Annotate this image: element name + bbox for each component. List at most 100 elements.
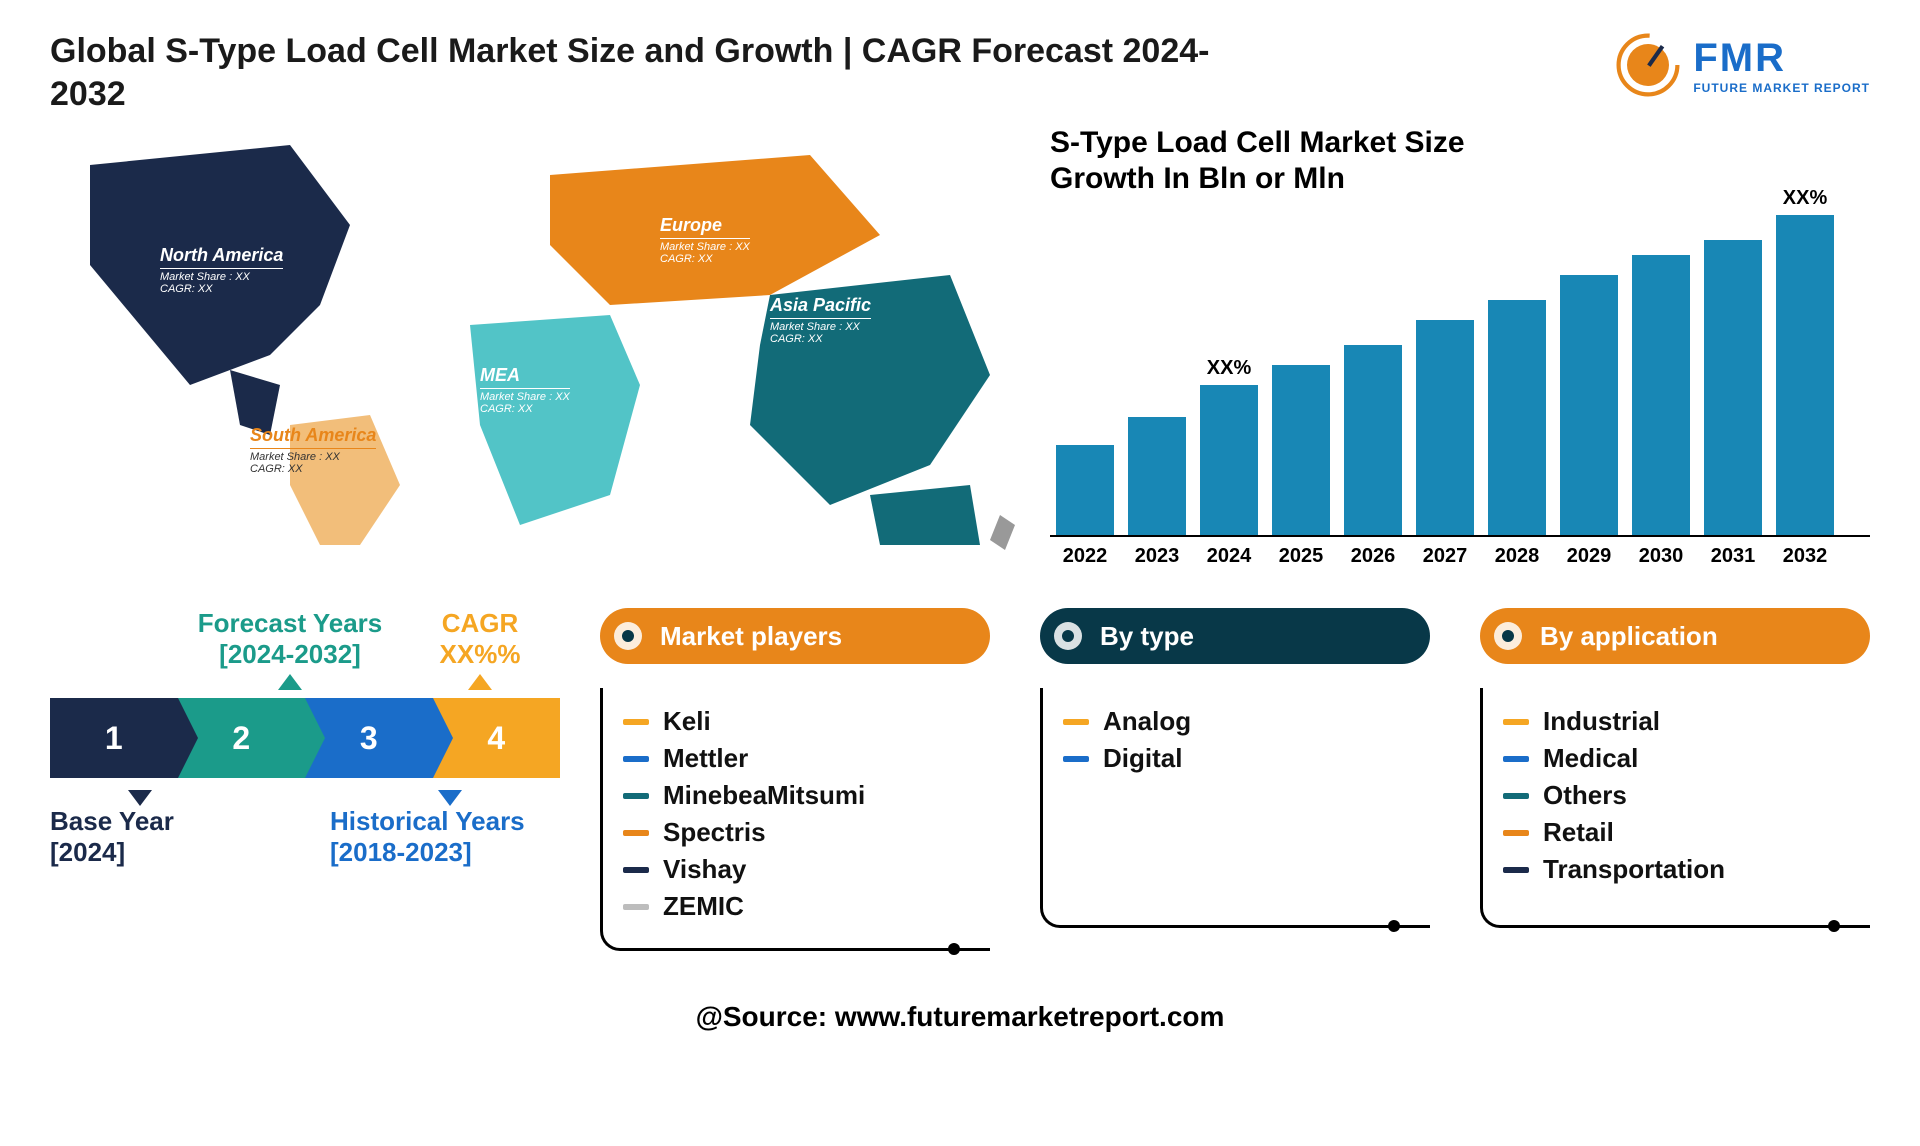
bar-2032: XX% <box>1776 215 1834 535</box>
x-label: 2023 <box>1128 545 1186 568</box>
bar-rect <box>1272 365 1330 535</box>
bar-rect <box>1344 345 1402 535</box>
region-name: MEA <box>480 365 570 386</box>
logo-icon <box>1613 30 1683 100</box>
region-share: Market Share : XX <box>160 271 283 283</box>
list-item-label: Spectris <box>663 817 766 848</box>
x-label: 2029 <box>1560 545 1618 568</box>
bar-2031 <box>1704 240 1762 535</box>
timeline-steps: 1234 <box>50 698 560 778</box>
hist-label-text: Historical Years <box>330 806 525 836</box>
bar-rect <box>1776 215 1834 535</box>
list-frame: Analog Digital <box>1040 688 1430 928</box>
region-name: South America <box>250 425 376 446</box>
x-label: 2024 <box>1200 545 1258 568</box>
historical-label: Historical Years [2018-2023] <box>330 786 570 868</box>
list-item: ZEMIC <box>623 891 990 922</box>
map-svg <box>50 125 1020 555</box>
bar-2029 <box>1560 275 1618 535</box>
list-item: Analog <box>1063 706 1430 737</box>
region-asia-pacific: Asia Pacific Market Share : XX CAGR: XX <box>770 295 871 345</box>
triangle-down-icon <box>438 790 462 806</box>
list-item-label: Industrial <box>1543 706 1660 737</box>
region-europe: Europe Market Share : XX CAGR: XX <box>660 215 750 265</box>
source-attribution: @Source: www.futuremarketreport.com <box>50 1001 1870 1033</box>
timeline-step-1: 1 <box>50 698 178 778</box>
list-item-label: Retail <box>1543 817 1614 848</box>
bar-2026 <box>1344 345 1402 535</box>
timeline: Forecast Years [2024-2032] CAGR XX%% 123… <box>50 608 560 896</box>
world-map: North America Market Share : XX CAGR: XX… <box>50 125 1020 555</box>
forecast-range: [2024-2032] <box>219 639 361 669</box>
x-label: 2030 <box>1632 545 1690 568</box>
region-name: Europe <box>660 215 750 236</box>
list-item-label: Mettler <box>663 743 748 774</box>
cagr-label-text: CAGR <box>442 608 519 638</box>
list-item: Vishay <box>623 854 990 885</box>
region-share: Market Share : XX <box>480 391 570 403</box>
panel-header: By application <box>1480 608 1870 664</box>
bar-2022 <box>1056 445 1114 535</box>
list-item: Mettler <box>623 743 990 774</box>
region-cagr: CAGR: XX <box>480 403 570 415</box>
bullet-icon <box>623 830 649 836</box>
list-item-label: Transportation <box>1543 854 1725 885</box>
x-axis: 2022202320242025202620272028202920302031… <box>1050 537 1870 568</box>
list-item-label: Vishay <box>663 854 746 885</box>
list-item-label: Digital <box>1103 743 1182 774</box>
bullet-icon <box>623 904 649 910</box>
bar-rect <box>1128 417 1186 535</box>
list-item: Spectris <box>623 817 990 848</box>
bar-rect <box>1200 385 1258 535</box>
region-north-america: North America Market Share : XX CAGR: XX <box>160 245 283 295</box>
forecast-label-text: Forecast Years <box>198 608 383 638</box>
bars-container: XX% XX% <box>1050 207 1870 537</box>
bullet-icon <box>1063 756 1089 762</box>
logo-text: FMR <box>1693 36 1870 81</box>
panel-by-type: By type Analog Digital <box>1040 608 1430 951</box>
bullet-icon <box>1503 719 1529 725</box>
page-title: Global S-Type Load Cell Market Size and … <box>50 30 1250 115</box>
list-item: MinebeaMitsumi <box>623 780 990 811</box>
region-cagr: CAGR: XX <box>250 463 376 475</box>
region-name: Asia Pacific <box>770 295 871 316</box>
bar-rect <box>1056 445 1114 535</box>
bar-rect <box>1416 320 1474 535</box>
region-cagr: CAGR: XX <box>770 333 871 345</box>
bullet-icon <box>1503 756 1529 762</box>
x-label: 2026 <box>1344 545 1402 568</box>
x-label: 2027 <box>1416 545 1474 568</box>
bar-rect <box>1632 255 1690 535</box>
bullet-icon <box>623 756 649 762</box>
bar-chart: S-Type Load Cell Market Size Growth In B… <box>1050 125 1870 568</box>
list-item-label: Medical <box>1543 743 1638 774</box>
region-south-america: South America Market Share : XX CAGR: XX <box>250 425 376 475</box>
list-item-label: Keli <box>663 706 711 737</box>
region-share: Market Share : XX <box>660 241 750 253</box>
bar-2027 <box>1416 320 1474 535</box>
bullet-icon <box>623 867 649 873</box>
bar-2024: XX% <box>1200 385 1258 535</box>
x-label: 2032 <box>1776 545 1834 568</box>
cagr-label: CAGR XX%% <box>410 608 550 690</box>
forecast-label: Forecast Years [2024-2032] <box>190 608 390 690</box>
x-label: 2025 <box>1272 545 1330 568</box>
bar-rect <box>1704 240 1762 535</box>
list-item: Keli <box>623 706 990 737</box>
triangle-up-icon <box>278 674 302 690</box>
region-share: Market Share : XX <box>250 451 376 463</box>
list-item: Industrial <box>1503 706 1870 737</box>
list-frame: Keli Mettler MinebeaMitsumi Spectris Vis… <box>600 688 990 951</box>
base-value: [2024] <box>50 837 125 867</box>
x-label: 2031 <box>1704 545 1762 568</box>
bullet-icon <box>1503 867 1529 873</box>
panel-market-players: Market players Keli Mettler MinebeaMitsu… <box>600 608 990 951</box>
x-label: 2022 <box>1056 545 1114 568</box>
region-name: North America <box>160 245 283 266</box>
panel-header: Market players <box>600 608 990 664</box>
chart-title: S-Type Load Cell Market Size Growth In B… <box>1050 125 1470 197</box>
logo-subtext: FUTURE MARKET REPORT <box>1693 81 1870 95</box>
bullet-icon <box>1503 830 1529 836</box>
region-share: Market Share : XX <box>770 321 871 333</box>
list-item: Others <box>1503 780 1870 811</box>
